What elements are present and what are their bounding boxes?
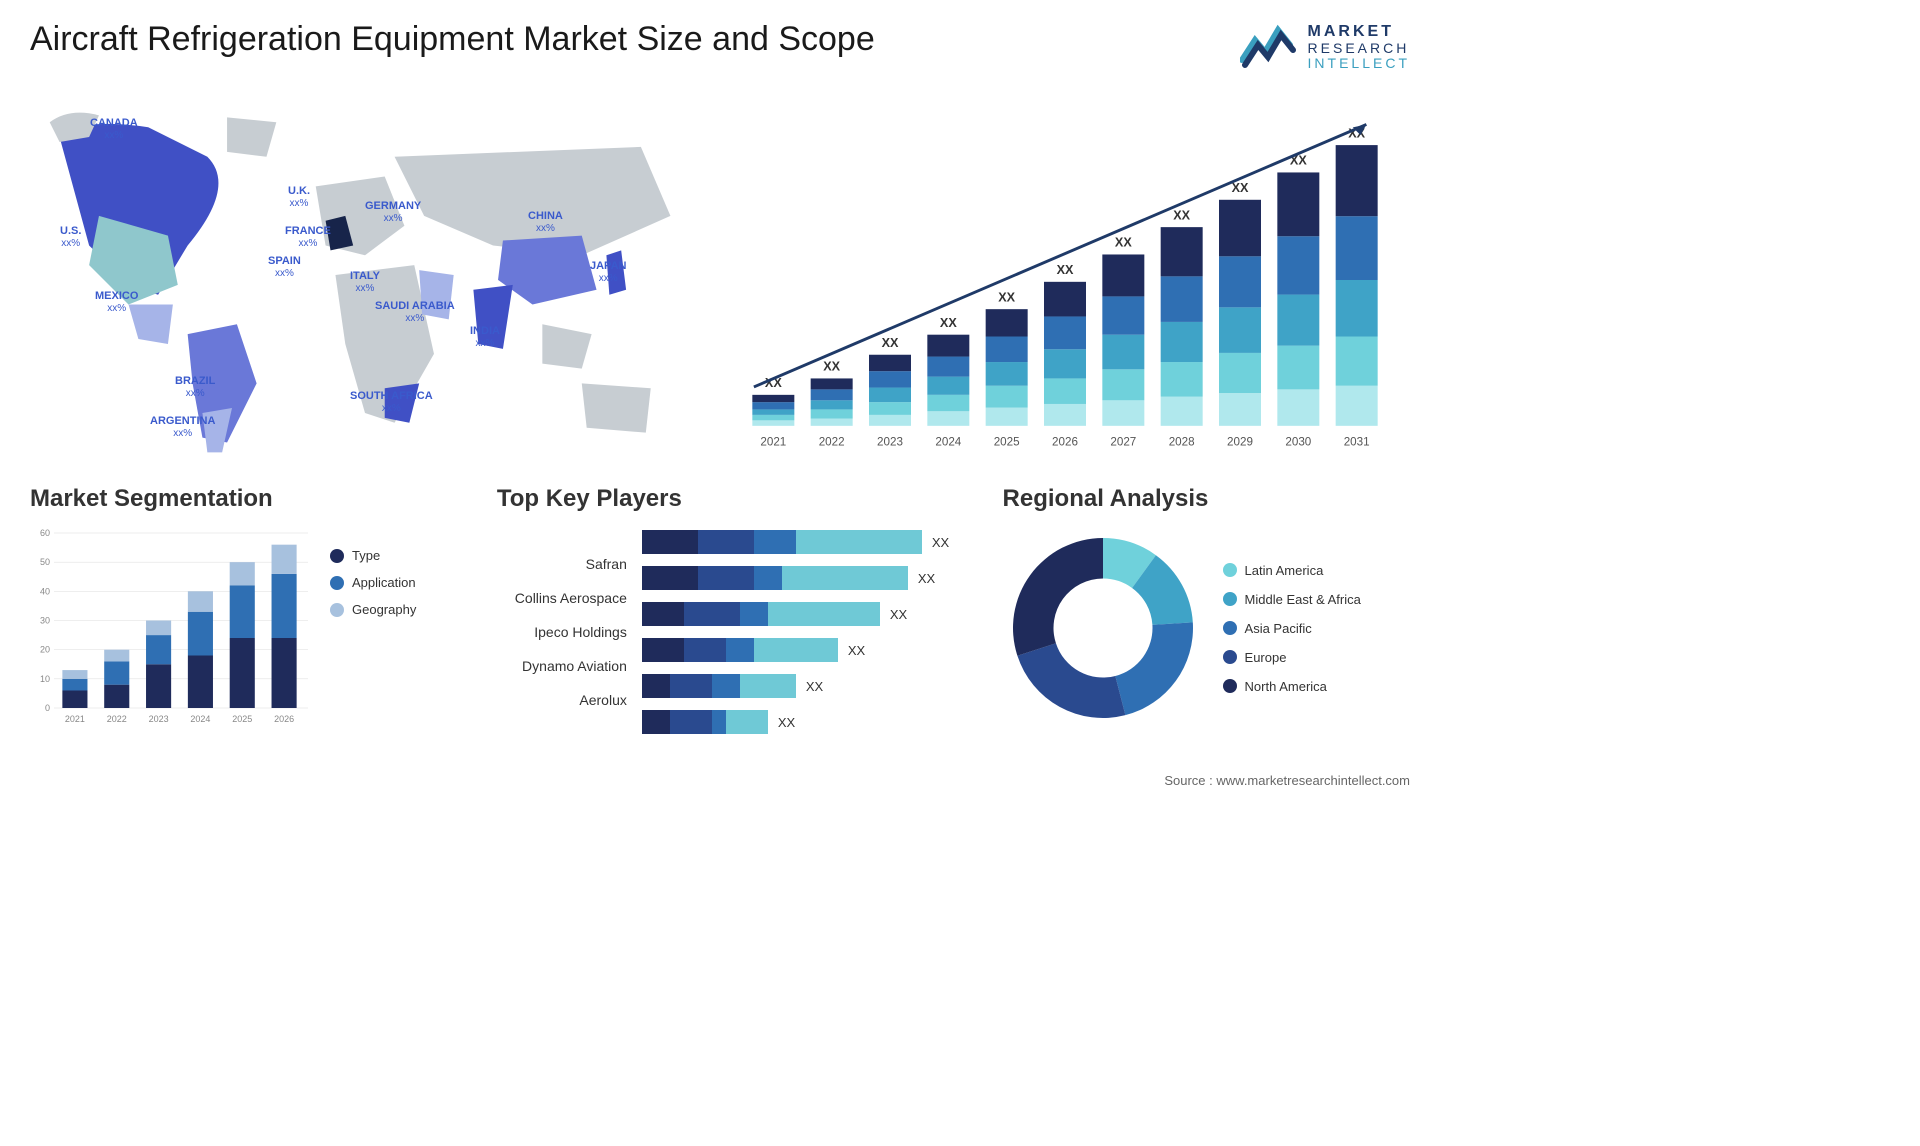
map-label-mexico: MEXICOxx% bbox=[95, 290, 138, 314]
svg-text:XX: XX bbox=[1173, 208, 1190, 222]
player-label: Aerolux bbox=[497, 692, 627, 708]
map-label-china: CHINAxx% bbox=[528, 210, 563, 234]
player-value-label: XX bbox=[848, 643, 865, 658]
map-label-germany: GERMANYxx% bbox=[365, 200, 421, 224]
svg-text:40: 40 bbox=[40, 586, 50, 596]
player-label: Dynamo Aviation bbox=[497, 658, 627, 674]
svg-text:2023: 2023 bbox=[149, 714, 169, 724]
player-label: Collins Aerospace bbox=[497, 590, 627, 606]
player-bar-row: XX bbox=[642, 636, 949, 664]
logo-mark-icon bbox=[1240, 20, 1300, 75]
svg-text:50: 50 bbox=[40, 557, 50, 567]
player-bar-row: XX bbox=[642, 564, 949, 592]
svg-text:30: 30 bbox=[40, 616, 50, 626]
player-bar-row: XX bbox=[642, 600, 949, 628]
regional-legend-item: North America bbox=[1223, 679, 1361, 694]
svg-text:2022: 2022 bbox=[819, 435, 845, 448]
svg-text:XX: XX bbox=[823, 360, 840, 374]
player-value-label: XX bbox=[806, 679, 823, 694]
svg-text:XX: XX bbox=[882, 336, 899, 350]
svg-text:2021: 2021 bbox=[760, 435, 786, 448]
player-bars-chart: XX XX XX XX XX XX bbox=[642, 528, 949, 736]
players-title: Top Key Players bbox=[497, 485, 963, 513]
regional-legend-item: Asia Pacific bbox=[1223, 621, 1361, 636]
map-label-brazil: BRAZILxx% bbox=[175, 375, 215, 399]
segmentation-bar-chart: 0 10 20 30 40 50 60 2021 2022 2023 2024 2025 2026 bbox=[30, 528, 310, 728]
map-label-argentina: ARGENTINAxx% bbox=[150, 415, 215, 439]
map-label-spain: SPAINxx% bbox=[268, 255, 301, 279]
svg-text:2029: 2029 bbox=[1227, 435, 1253, 448]
brand-logo: MARKET RESEARCH INTELLECT bbox=[1240, 20, 1410, 75]
segmentation-title: Market Segmentation bbox=[30, 485, 457, 513]
map-label-southafrica: SOUTH AFRICAxx% bbox=[350, 390, 433, 414]
svg-text:2024: 2024 bbox=[190, 714, 210, 724]
world-map-panel: CANADAxx% U.S.xx% MEXICOxx% BRAZILxx% ARGENT… bbox=[30, 95, 700, 455]
regional-title: Regional Analysis bbox=[1003, 485, 1410, 513]
player-value-label: XX bbox=[918, 571, 935, 586]
player-value-label: XX bbox=[890, 607, 907, 622]
player-bar-row: XX bbox=[642, 672, 949, 700]
regional-legend-item: Middle East & Africa bbox=[1223, 592, 1361, 607]
svg-text:XX: XX bbox=[940, 316, 957, 330]
player-label: Safran bbox=[497, 556, 627, 572]
svg-text:2025: 2025 bbox=[994, 435, 1020, 448]
segmentation-legend-item: Geography bbox=[330, 602, 416, 617]
svg-text:2023: 2023 bbox=[877, 435, 903, 448]
logo-text-3: INTELLECT bbox=[1308, 56, 1410, 71]
regional-donut-chart bbox=[1003, 528, 1203, 728]
svg-text:2024: 2024 bbox=[935, 435, 961, 448]
svg-text:20: 20 bbox=[40, 645, 50, 655]
regional-legend: Latin America Middle East & Africa Asia Pa… bbox=[1223, 563, 1361, 694]
map-label-canada: CANADAxx% bbox=[90, 117, 138, 141]
svg-text:0: 0 bbox=[45, 703, 50, 713]
svg-text:2026: 2026 bbox=[1052, 435, 1078, 448]
growth-bar-chart: XX 2021 XX 2022 XX 2023 XX 2024 XX 2025 XX 2026 XX 20… bbox=[730, 105, 1400, 455]
growth-chart-panel: XX 2021 XX 2022 XX 2023 XX 2024 XX 2025 XX 2026 XX 20… bbox=[730, 95, 1410, 455]
svg-text:60: 60 bbox=[40, 528, 50, 538]
svg-text:2028: 2028 bbox=[1169, 435, 1195, 448]
svg-text:2031: 2031 bbox=[1344, 435, 1370, 448]
map-label-france: FRANCExx% bbox=[285, 225, 331, 249]
svg-text:2021: 2021 bbox=[65, 714, 85, 724]
map-label-india: INDIAxx% bbox=[470, 325, 500, 349]
regional-legend-item: Latin America bbox=[1223, 563, 1361, 578]
player-labels: Safran Collins Aerospace Ipeco Holdings Dyn… bbox=[497, 528, 627, 736]
map-label-us: U.S.xx% bbox=[60, 225, 81, 249]
players-panel: Top Key Players Safran Collins Aerospace I… bbox=[497, 485, 963, 736]
segmentation-legend: Type Application Geography bbox=[330, 528, 416, 728]
regional-panel: Regional Analysis Latin America Middle Ea… bbox=[1003, 485, 1410, 736]
svg-text:XX: XX bbox=[1232, 181, 1249, 195]
svg-text:XX: XX bbox=[1115, 236, 1132, 250]
logo-text-2: RESEARCH bbox=[1308, 41, 1410, 56]
player-bar-row: XX bbox=[642, 528, 949, 556]
map-label-uk: U.K.xx% bbox=[288, 185, 310, 209]
segmentation-panel: Market Segmentation 0 10 20 30 40 50 60 2021 202… bbox=[30, 485, 457, 736]
svg-text:2026: 2026 bbox=[274, 714, 294, 724]
svg-text:2030: 2030 bbox=[1285, 435, 1311, 448]
player-label: Ipeco Holdings bbox=[497, 624, 627, 640]
player-value-label: XX bbox=[778, 715, 795, 730]
map-label-italy: ITALYxx% bbox=[350, 270, 380, 294]
svg-text:XX: XX bbox=[1057, 263, 1074, 277]
source-attribution: Source : www.marketresearchintellect.com bbox=[1164, 773, 1410, 788]
player-value-label: XX bbox=[932, 535, 949, 550]
map-label-japan: JAPANxx% bbox=[590, 260, 626, 284]
regional-legend-item: Europe bbox=[1223, 650, 1361, 665]
map-label-saudiarabia: SAUDI ARABIAxx% bbox=[375, 300, 455, 324]
svg-text:10: 10 bbox=[40, 674, 50, 684]
svg-text:XX: XX bbox=[998, 290, 1015, 304]
segmentation-legend-item: Type bbox=[330, 548, 416, 563]
segmentation-legend-item: Application bbox=[330, 575, 416, 590]
player-bar-row: XX bbox=[642, 708, 949, 736]
logo-text-1: MARKET bbox=[1308, 23, 1410, 41]
svg-text:2025: 2025 bbox=[232, 714, 252, 724]
svg-text:2022: 2022 bbox=[107, 714, 127, 724]
svg-text:2027: 2027 bbox=[1110, 435, 1136, 448]
page-title: Aircraft Refrigeration Equipment Market … bbox=[30, 20, 875, 59]
